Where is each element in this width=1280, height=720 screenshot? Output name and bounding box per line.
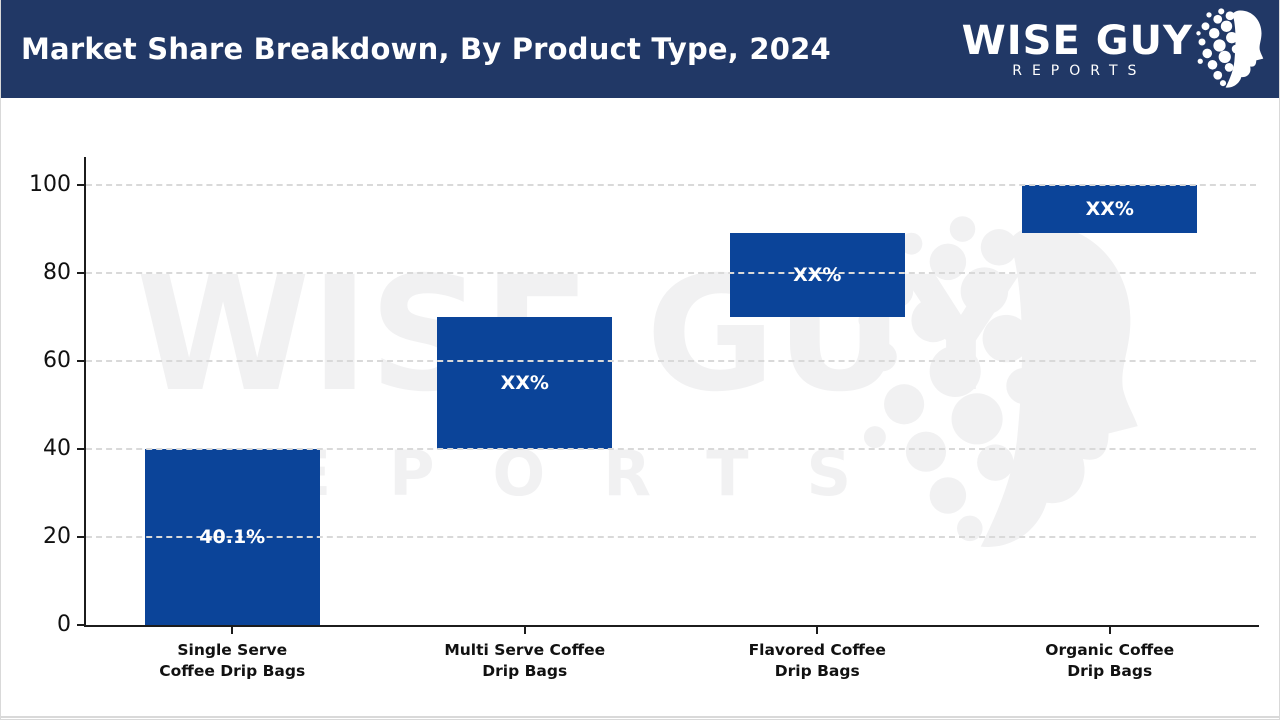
x-axis-label-line: Single Serve [177, 641, 288, 659]
y-axis-tick [77, 360, 84, 362]
grid-line [86, 448, 1256, 450]
y-tick-label: 80 [43, 260, 71, 285]
grid-line [86, 184, 1256, 186]
bar-value-label: 40.1% [199, 525, 266, 548]
y-tick-label: 60 [43, 348, 71, 373]
y-axis [84, 157, 86, 627]
x-axis-tick [816, 627, 819, 634]
y-tick-label: 100 [29, 172, 71, 197]
bar-value-label: XX% [500, 372, 549, 394]
logo-wordmark: WISE GUY [961, 17, 1193, 64]
x-axis-label: Organic Coffee Drip Bags [980, 640, 1240, 682]
logo-subtext: REPORTS [1012, 62, 1147, 79]
x-axis-label-line: Drip Bags [482, 662, 568, 680]
bar-value-label: XX% [1085, 198, 1134, 221]
x-axis-label: Multi Serve Coffee Drip Bags [395, 640, 655, 682]
x-axis-label: Flavored Coffee Drip Bags [687, 640, 947, 682]
x-axis-label-line: Coffee Drip Bags [159, 662, 306, 680]
y-tick-label: 0 [57, 612, 71, 637]
x-axis-label-line: Flavored Coffee [748, 641, 886, 659]
x-axis-label-line: Drip Bags [1067, 662, 1153, 680]
x-axis-label: Single Serve Coffee Drip Bags [102, 640, 362, 682]
x-axis-label-line: Multi Serve Coffee [444, 641, 606, 659]
y-axis-tick [77, 448, 84, 450]
header-banner: Market Share Breakdown, By Product Type,… [1, 0, 1279, 98]
bar [437, 317, 613, 449]
wiseguy-face-icon [1195, 7, 1265, 91]
x-axis-tick [1108, 627, 1111, 634]
y-axis-tick [77, 184, 84, 186]
grid-line [86, 272, 1256, 274]
y-axis-tick [77, 272, 84, 274]
x-axis [84, 625, 1259, 627]
grid-line [86, 360, 1256, 362]
logo-text: WISE GUY REPORTS [962, 21, 1193, 78]
x-axis-tick [523, 627, 526, 634]
y-tick-label: 20 [43, 524, 71, 549]
grid-line [86, 536, 1256, 538]
x-axis-tick [231, 627, 234, 634]
y-axis-tick [77, 624, 84, 626]
y-tick-label: 40 [43, 436, 71, 461]
y-axis-tick [77, 536, 84, 538]
wiseguy-logo: WISE GUY REPORTS [962, 7, 1265, 91]
bar-value-label: XX% [793, 264, 842, 287]
x-axis-label-line: Drip Bags [774, 662, 860, 680]
x-axis-label-line: Organic Coffee [1045, 641, 1175, 659]
chart-area: WISE GUY REPORTS 0 20 40 60 80 100 40.1% Single… [1, 98, 1279, 719]
chart-title: Market Share Breakdown, By Product Type,… [21, 32, 831, 66]
